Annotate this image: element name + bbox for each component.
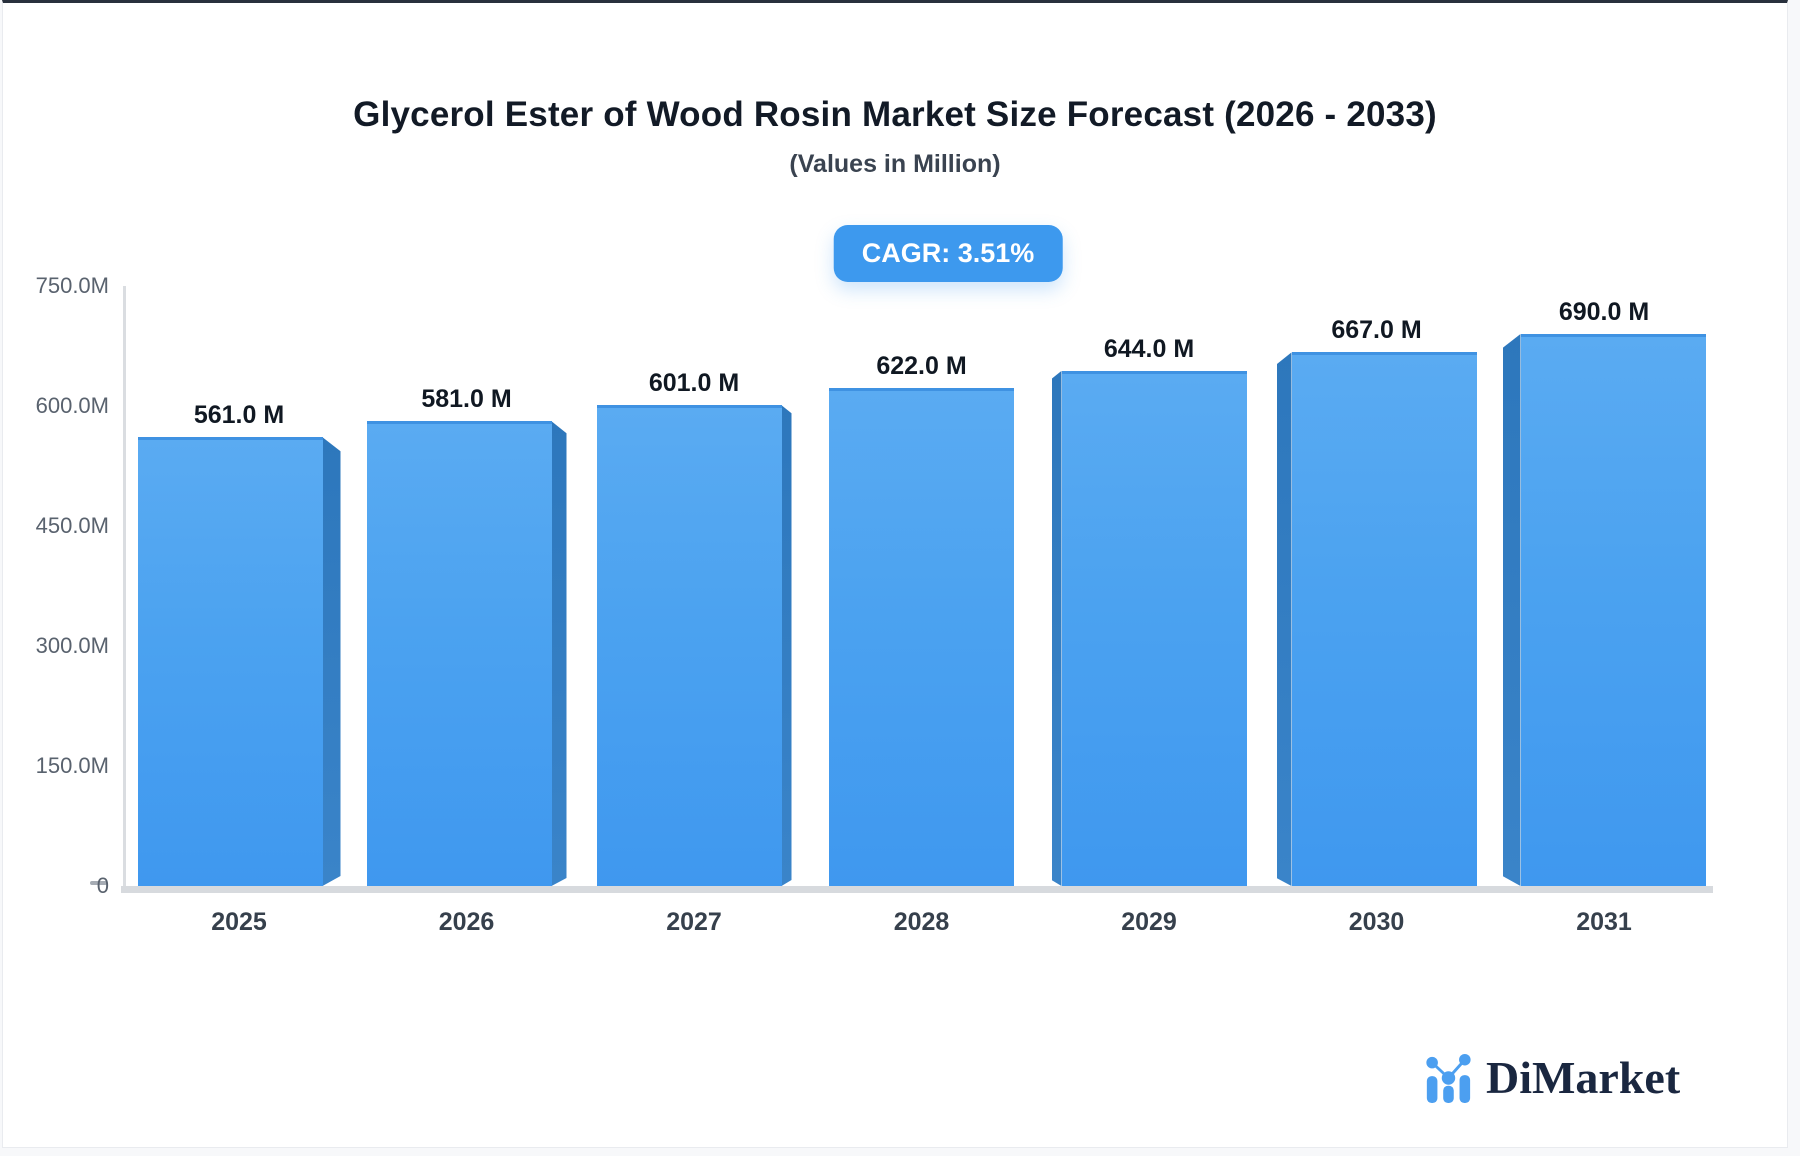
- bar-side-face: [1503, 334, 1521, 886]
- bar-face: [1520, 334, 1706, 886]
- x-tick-label: 2026: [438, 908, 495, 936]
- bar-2027[interactable]: 601.0 M: [596, 369, 792, 886]
- bar-face: [1291, 352, 1477, 886]
- bar-chart-with-trend-dots-icon: [1426, 1053, 1471, 1103]
- bar-2031[interactable]: 690.0 M: [1503, 298, 1706, 886]
- bar-2025[interactable]: 561.0 M: [137, 401, 341, 886]
- zero-tick-mark: [90, 881, 107, 885]
- x-tick-label: 2025: [211, 908, 267, 936]
- bar-side-face: [552, 421, 567, 886]
- bar-face: [137, 437, 323, 886]
- y-axis-line: [123, 286, 126, 886]
- bar-face: [829, 388, 1014, 886]
- bar-2028[interactable]: 622.0 M: [829, 352, 1014, 886]
- y-tick-label: 600.0M: [35, 393, 109, 418]
- bar-face: [1061, 370, 1247, 886]
- x-tick-label: 2029: [1121, 908, 1177, 936]
- bar-value-label: 644.0 M: [1103, 334, 1195, 363]
- bar-value-label: 667.0 M: [1331, 316, 1422, 345]
- bar-side-face: [1277, 352, 1292, 886]
- bar-value-label: 601.0 M: [648, 369, 740, 398]
- brand-logo: DiMarket: [1423, 1049, 1680, 1107]
- y-tick-label: 150.0M: [35, 753, 109, 778]
- x-tick-label: 2028: [893, 908, 950, 936]
- x-tick-label: 2031: [1576, 908, 1632, 936]
- brand-logo-text: DiMarket: [1486, 1052, 1681, 1103]
- chart-subtitle: (Values in Million): [789, 150, 1001, 178]
- x-tick-label: 2027: [666, 908, 722, 936]
- bar-value-label: 581.0 M: [421, 385, 512, 414]
- x-tick-label: 2030: [1348, 908, 1405, 936]
- bar-2029[interactable]: 644.0 M: [1052, 335, 1247, 886]
- bar-side-face: [323, 437, 341, 886]
- bar-value-label: 622.0 M: [876, 352, 967, 381]
- y-tick-label: 0: [96, 873, 109, 898]
- bar-2026[interactable]: 581.0 M: [366, 385, 567, 886]
- x-axis-baseline: [121, 886, 1713, 893]
- plot-area: 750.0M 600.0M 450.0M 300.0M 150.0M 0 561.0 M 20…: [36, 273, 1713, 936]
- y-tick-label: 300.0M: [35, 633, 109, 658]
- bar-face: [366, 421, 552, 886]
- y-tick-label: 750.0M: [35, 273, 109, 298]
- y-tick-label: 450.0M: [35, 513, 109, 538]
- bar-side-face: [782, 405, 792, 886]
- bar-2030[interactable]: 667.0 M: [1277, 316, 1477, 886]
- bar-face: [596, 405, 782, 886]
- cagr-badge: CAGR: 3.51%: [833, 225, 1063, 282]
- bar-value-label: 561.0 M: [193, 401, 285, 430]
- chart-title: Glycerol Ester of Wood Rosin Market Size…: [353, 95, 1437, 134]
- bar-side-face: [1052, 371, 1062, 886]
- bar-value-label: 690.0 M: [1558, 298, 1650, 326]
